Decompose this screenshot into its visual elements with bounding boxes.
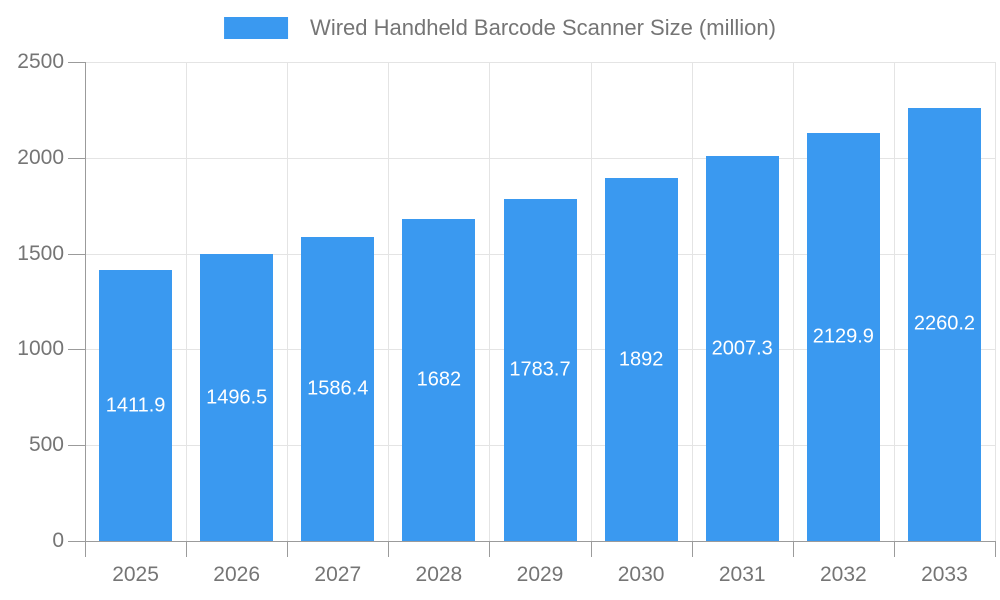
x-gridline: [793, 62, 794, 541]
y-tick: [68, 254, 85, 255]
bar-value-label: 1496.5: [206, 386, 268, 409]
y-tick: [68, 158, 85, 159]
x-gridline: [388, 62, 389, 541]
bar-value-label: 1892: [618, 348, 664, 371]
bar-value-label: 2007.3: [711, 337, 773, 360]
bar-value-label: 1783.7: [509, 358, 571, 381]
legend-label: Wired Handheld Barcode Scanner Size (mil…: [310, 15, 776, 40]
x-gridline: [591, 62, 592, 541]
x-gridline: [489, 62, 490, 541]
y-axis-line: [85, 62, 86, 557]
bar[interactable]: [99, 270, 172, 541]
x-axis-line: [85, 541, 995, 542]
bar-value-label: 1682: [416, 368, 462, 391]
y-tick: [68, 541, 85, 542]
bar[interactable]: [605, 178, 678, 541]
legend-swatch: [224, 17, 289, 39]
x-tick: [287, 541, 288, 557]
x-tick-label: 2025: [112, 563, 159, 586]
x-gridline: [894, 62, 895, 541]
x-tick: [995, 541, 996, 557]
x-gridline: [287, 62, 288, 541]
y-tick-label: 0: [52, 529, 64, 552]
bar-value-label: 1411.9: [105, 394, 166, 417]
x-tick-label: 2030: [617, 563, 665, 586]
x-tick: [894, 541, 895, 557]
x-tick: [489, 541, 490, 557]
bar[interactable]: [301, 237, 374, 541]
x-tick-label: 2027: [314, 563, 362, 586]
y-tick: [68, 349, 85, 350]
x-tick-label: 2029: [516, 563, 564, 586]
bar[interactable]: [200, 254, 273, 541]
legend[interactable]: Wired Handheld Barcode Scanner Size (mil…: [224, 15, 776, 41]
x-tick: [186, 541, 187, 557]
bar[interactable]: [706, 156, 779, 541]
y-tick-label: 1500: [17, 241, 64, 265]
x-gridline: [995, 62, 996, 541]
x-tick-label: 2033: [921, 563, 968, 586]
y-tick-label: 500: [28, 433, 64, 457]
x-tick: [793, 541, 794, 557]
bar-value-label: 1586.4: [307, 377, 369, 400]
x-tick: [591, 541, 592, 557]
bar[interactable]: [402, 219, 475, 541]
bar[interactable]: [908, 108, 981, 541]
x-gridline: [186, 62, 187, 541]
x-tick-label: 2032: [819, 563, 867, 586]
y-gridline: [85, 158, 995, 159]
x-tick: [388, 541, 389, 557]
y-tick: [68, 62, 85, 63]
x-tick-label: 2026: [213, 563, 261, 586]
bar-value-label: 2260.2: [913, 312, 976, 335]
bar-value-label: 2129.9: [812, 325, 874, 348]
x-gridline: [692, 62, 693, 541]
bar[interactable]: [504, 199, 577, 541]
x-tick-label: 2031: [718, 563, 766, 586]
y-tick: [68, 445, 85, 446]
y-gridline: [85, 62, 995, 63]
x-tick-label: 2028: [415, 563, 463, 586]
x-tick: [692, 541, 693, 557]
y-tick-label: 2000: [17, 145, 64, 169]
y-tick-label: 2500: [17, 50, 64, 73]
y-tick-label: 1000: [17, 337, 64, 361]
bar[interactable]: [807, 133, 880, 541]
